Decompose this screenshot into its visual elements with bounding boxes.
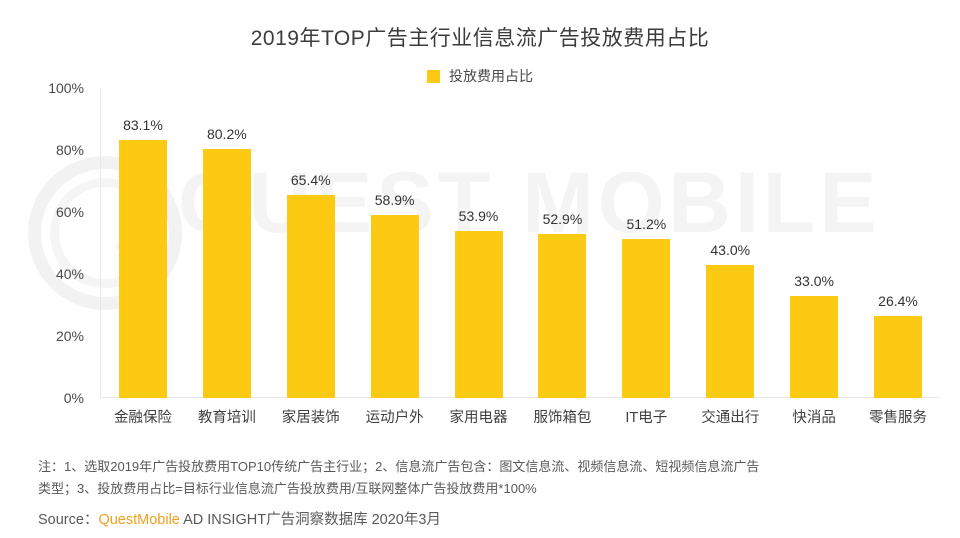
x-axis-tick: IT电子 [625, 410, 668, 426]
bar-slot: 53.9% [437, 88, 521, 398]
bar[interactable] [538, 234, 587, 398]
bar-value-label: 83.1% [123, 117, 163, 134]
y-axis-tick: 20% [55, 328, 84, 344]
legend-item-0: 投放费用占比 [427, 66, 533, 86]
bar-slot: 80.2% [185, 88, 269, 398]
legend-label-0: 投放费用占比 [449, 68, 533, 84]
footnote-line-2: 类型；3、投放费用占比=目标行业信息流广告投放费用/互联网整体广告投放费用*10… [38, 481, 537, 497]
bar-value-label: 65.4% [290, 172, 331, 189]
bar[interactable] [370, 215, 419, 398]
x-axis-labels: 金融保险 教育培训 家居装饰 运动户外 家用电器 服饰箱包 IT电子 交通出行 快消品 零售服务 [101, 406, 940, 434]
x-axis-tick: 教育培训 [197, 410, 256, 426]
x-axis-tick: 服饰箱包 [533, 410, 592, 426]
x-axis-tick: 运动户外 [365, 410, 424, 426]
source-brand: QuestMobile [98, 512, 180, 528]
x-axis-tick: 家用电器 [449, 410, 508, 426]
bar-series: 83.1% 80.2% 65.4% 58.9% 53.9% 52.9% 51.2% 43.0%… [101, 88, 940, 398]
bar-value-label: 33.0% [794, 272, 834, 289]
bar-value-label: 80.2% [206, 126, 247, 143]
bar-slot: 52.9% [521, 88, 605, 398]
y-axis-labels: 0% 20% 40% 60% 80% 100% [0, 80, 92, 406]
source-suffix: AD INSIGHT广告洞察数据库 2020年3月 [179, 512, 441, 528]
x-axis-tick: 零售服务 [869, 410, 928, 426]
source-prefix: Source： [38, 512, 99, 528]
x-axis-tick: 交通出行 [701, 410, 760, 426]
bar-slot: 26.4% [856, 88, 940, 398]
chart-legend: 投放费用占比 [0, 66, 960, 86]
bar-value-label: 58.9% [374, 192, 415, 209]
bar[interactable] [622, 239, 671, 398]
y-axis-tick: 40% [55, 266, 84, 282]
plot-area [100, 88, 940, 398]
y-axis-tick: 80% [55, 142, 84, 158]
bar-slot: 43.0% [688, 88, 772, 398]
chart-title: 2019年TOP广告主行业信息流广告投放费用占比 [250, 27, 710, 50]
bar[interactable] [874, 316, 923, 398]
bar[interactable] [286, 195, 335, 398]
bar[interactable] [706, 264, 755, 398]
y-axis-tick: 60% [55, 204, 84, 220]
x-axis-tick: 家居装饰 [281, 410, 340, 426]
bar-value-label: 51.2% [626, 216, 667, 233]
legend-swatch-icon [427, 69, 440, 83]
source-line: Source：QuestMobile AD INSIGHT广告洞察数据库 202… [38, 508, 441, 529]
bar[interactable] [118, 140, 167, 398]
footnote-line-1: 注：1、选取2019年广告投放费用TOP10传统广告主行业；2、信息流广告包含：… [38, 459, 760, 474]
bar-slot: 51.2% [604, 88, 688, 398]
bar[interactable] [790, 295, 839, 398]
bar-value-label: 53.9% [458, 207, 499, 224]
bar-value-label: 26.4% [878, 293, 918, 310]
bar-value-label: 52.9% [542, 211, 583, 228]
bar-slot: 58.9% [353, 88, 437, 398]
y-axis-tick: 100% [48, 80, 84, 96]
bar-slot: 83.1% [101, 88, 185, 398]
footnote-block: 注：1、选取2019年广告投放费用TOP10传统广告主行业；2、信息流广告包含：… [38, 456, 938, 501]
bar-slot: 33.0% [772, 88, 856, 398]
bar[interactable] [454, 230, 503, 398]
x-axis-tick: 快消品 [792, 410, 836, 426]
bar-slot: 65.4% [269, 88, 353, 398]
bar-value-label: 43.0% [710, 241, 751, 258]
x-axis-tick: 金融保险 [113, 410, 172, 426]
bar[interactable] [202, 149, 251, 398]
y-axis-tick: 0% [63, 390, 84, 406]
